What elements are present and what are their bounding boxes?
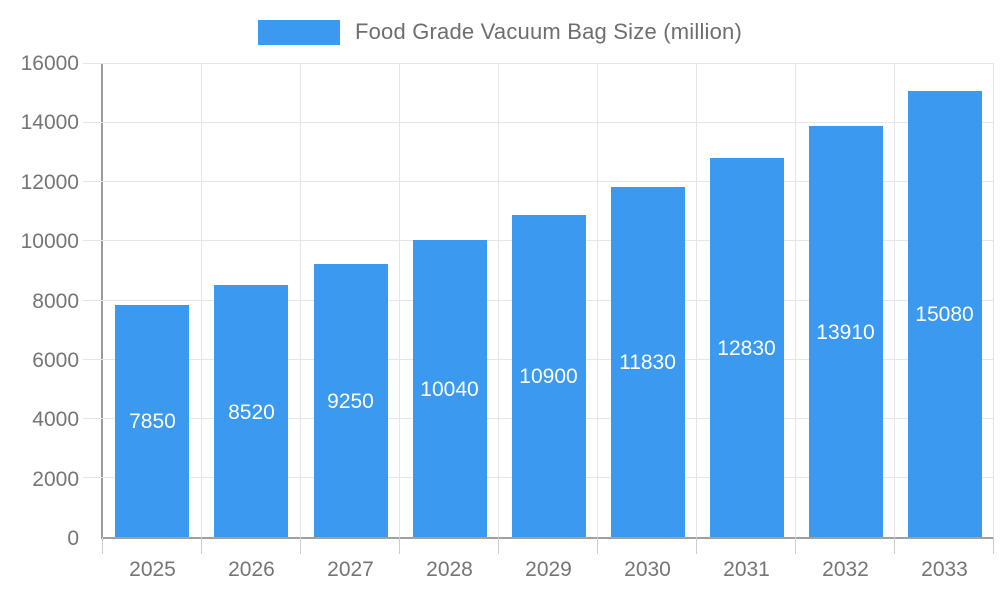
x-gridline [993, 64, 994, 537]
x-gridline [498, 64, 499, 537]
bar-2026[interactable] [214, 285, 289, 537]
bar-2031[interactable] [709, 157, 784, 537]
y-tick-label: 6000 [32, 348, 79, 372]
y-tick-label: 0 [67, 527, 79, 550]
y-tick-label: 16000 [20, 52, 79, 75]
x-tick-label-2026: 2026 [228, 558, 275, 581]
y-axis-labels: 0 2000 4000 6000 8000 10000 12000 14000 16000 [0, 52, 79, 550]
x-tick-label-2033: 2033 [921, 558, 968, 581]
x-tick-label-2025: 2025 [129, 558, 176, 581]
bar-2033[interactable] [907, 91, 982, 537]
x-gridline [597, 64, 598, 537]
y-tick-label: 14000 [20, 111, 79, 135]
x-gridline [398, 64, 400, 537]
bar-2030[interactable] [610, 187, 685, 537]
y-gridline [83, 63, 994, 64]
x-axis-tick [993, 537, 994, 554]
y-tick-label: 4000 [32, 408, 79, 432]
bar-2025[interactable] [115, 304, 190, 537]
y-tick-label: 10000 [20, 230, 79, 254]
x-axis-tick [102, 537, 103, 554]
x-tick-label-2031: 2031 [723, 558, 770, 581]
x-tick-label-2030: 2030 [624, 558, 671, 581]
x-axis-tick [597, 537, 598, 554]
y-gridline [83, 181, 994, 183]
x-tick-label-2032: 2032 [822, 558, 869, 581]
x-tick-label-2028: 2028 [426, 558, 473, 581]
x-tick-label-2027: 2027 [327, 558, 374, 581]
x-gridline [795, 64, 796, 537]
x-gridline [201, 64, 202, 537]
bar-2027[interactable] [313, 263, 388, 537]
bar-2028[interactable] [412, 240, 487, 537]
y-tick-label: 2000 [32, 467, 79, 491]
bar-2032[interactable] [808, 125, 883, 537]
bar-2029[interactable] [511, 214, 586, 537]
x-gridline [300, 64, 301, 537]
legend-label: Food Grade Vacuum Bag Size (million) [354, 19, 743, 44]
x-gridline [894, 64, 895, 537]
legend-swatch-icon [257, 19, 340, 45]
x-axis-tick [795, 537, 796, 554]
y-gridline [83, 122, 994, 124]
x-axis-tick [498, 537, 499, 554]
x-axis-tick [201, 537, 202, 554]
x-axis-tick [300, 537, 301, 554]
x-axis-tick [695, 537, 697, 554]
x-gridline [695, 64, 697, 537]
x-axis-tick [398, 537, 400, 554]
plot-area: 7850 2025 8520 2026 9250 2027 10040 2028 10900 20… [83, 63, 994, 581]
x-axis-tick [894, 537, 895, 554]
y-tick-label: 12000 [20, 170, 79, 194]
legend[interactable]: Food Grade Vacuum Bag Size (million) [0, 19, 1000, 45]
y-tick-label: 8000 [32, 289, 79, 313]
x-tick-label-2029: 2029 [525, 558, 572, 581]
